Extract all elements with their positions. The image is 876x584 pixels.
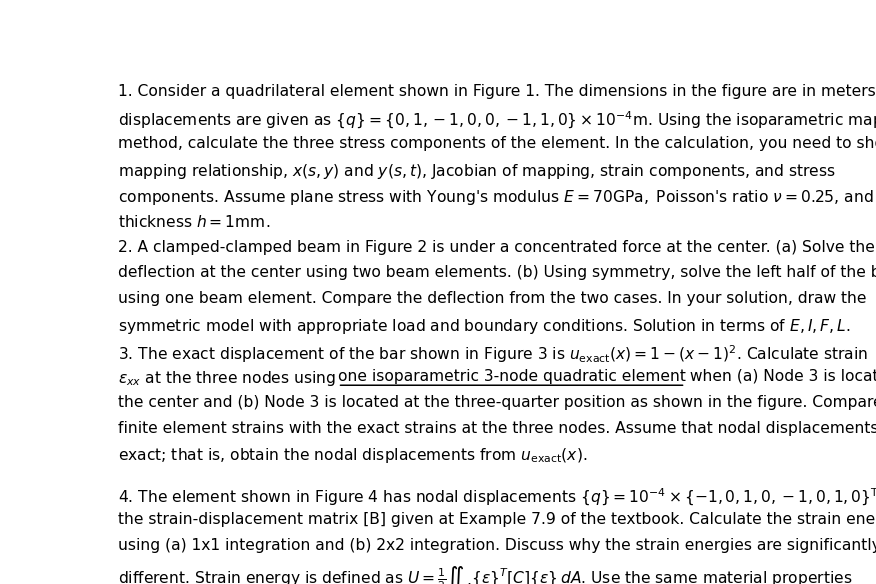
Text: thickness $h = 1$mm.: thickness $h = 1$mm. xyxy=(118,214,271,230)
Text: different. Strain energy is defined as $U = \frac{1}{2}\iint_{A}\{\varepsilon\}^: different. Strain energy is defined as $… xyxy=(118,564,852,584)
Text: using one beam element. Compare the deflection from the two cases. In your solut: using one beam element. Compare the defl… xyxy=(118,291,867,307)
Text: exact; that is, obtain the nodal displacements from $u_{\mathrm{exact}}(x).$: exact; that is, obtain the nodal displac… xyxy=(118,446,588,465)
Text: using (a) 1x1 integration and (b) 2x2 integration. Discuss why the strain energi: using (a) 1x1 integration and (b) 2x2 in… xyxy=(118,538,876,553)
Text: 4. The element shown in Figure 4 has nodal displacements $\{q\} = 10^{-4} \times: 4. The element shown in Figure 4 has nod… xyxy=(118,486,876,507)
Text: 2. A clamped-clamped beam in Figure 2 is under a concentrated force at the cente: 2. A clamped-clamped beam in Figure 2 is… xyxy=(118,239,876,255)
Text: the center and (b) Node 3 is located at the three-quarter position as shown in t: the center and (b) Node 3 is located at … xyxy=(118,395,876,410)
Text: deflection at the center using two beam elements. (b) Using symmetry, solve the : deflection at the center using two beam … xyxy=(118,266,876,280)
Text: when (a) Node 3 is located at: when (a) Node 3 is located at xyxy=(686,369,876,384)
Text: the strain-displacement matrix [B] given at Example 7.9 of the textbook. Calcula: the strain-displacement matrix [B] given… xyxy=(118,512,876,527)
Text: method, calculate the three stress components of the element. In the calculation: method, calculate the three stress compo… xyxy=(118,136,876,151)
Text: 1. Consider a quadrilateral element shown in Figure 1. The dimensions in the fig: 1. Consider a quadrilateral element show… xyxy=(118,85,876,99)
Text: one isoparametric 3-node quadratic element: one isoparametric 3-node quadratic eleme… xyxy=(337,369,686,384)
Text: displacements are given as $\{q\} = \{0, 1, -1, 0, 0, -1, 1, 0\} \times 10^{-4}$: displacements are given as $\{q\} = \{0,… xyxy=(118,110,876,131)
Text: finite element strains with the exact strains at the three nodes. Assume that no: finite element strains with the exact st… xyxy=(118,420,876,436)
Text: $\varepsilon_{xx}$ at the three nodes using: $\varepsilon_{xx}$ at the three nodes us… xyxy=(118,369,337,388)
Text: components. Assume plane stress with Young's modulus $E = 70$GPa$,$ Poisson's ra: components. Assume plane stress with You… xyxy=(118,188,874,207)
Text: symmetric model with appropriate load and boundary conditions. Solution in terms: symmetric model with appropriate load an… xyxy=(118,317,851,336)
Text: mapping relationship, $x(s, y)$ and $y(s, t)$, Jacobian of mapping, strain compo: mapping relationship, $x(s, y)$ and $y(s… xyxy=(118,162,837,181)
Text: 3. The exact displacement of the bar shown in Figure 3 is $u_{\mathrm{exact}}(x): 3. The exact displacement of the bar sho… xyxy=(118,343,869,365)
